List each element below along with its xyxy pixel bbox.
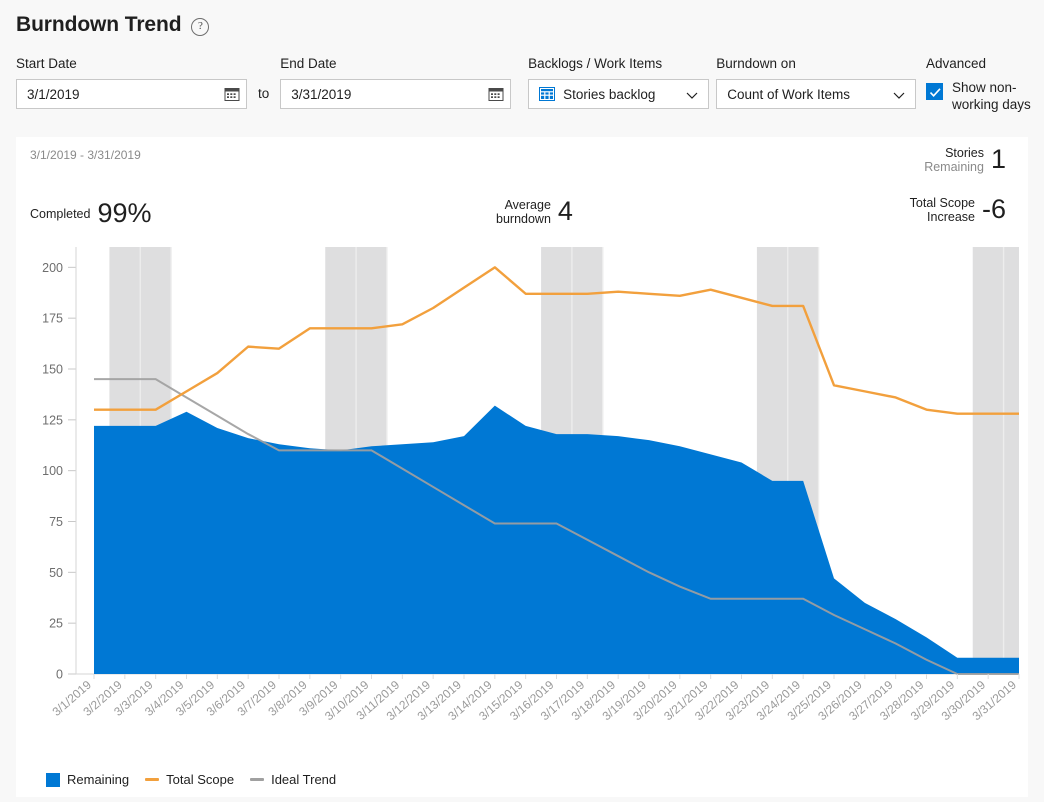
backlog-value: Stories backlog xyxy=(563,86,656,102)
stat-scope-value: -6 xyxy=(981,194,1006,224)
y-axis: 0 25 50 75 100 125 150 175 200 xyxy=(42,247,77,682)
y-axis-tick-label: 175 xyxy=(42,312,63,326)
y-axis-tick-label: 50 xyxy=(49,566,63,580)
end-date-group: End Date 3/31/2019 xyxy=(280,56,512,109)
end-date-label: End Date xyxy=(280,56,337,71)
stat-completed-value: 99% xyxy=(97,198,152,228)
legend-swatch-line-icon xyxy=(145,778,160,781)
question-circle-icon[interactable]: ? xyxy=(191,17,210,36)
start-date-input[interactable]: 3/1/2019 xyxy=(16,79,247,109)
stat-average-burndown: Average burndown 4 xyxy=(496,197,573,226)
backlog-stack-icon xyxy=(539,87,556,101)
advanced-label: Advanced xyxy=(926,56,987,71)
burndown-on-label: Burndown on xyxy=(716,56,796,71)
chart-legend: Remaining Total Scope Ideal Trend xyxy=(46,772,345,787)
stat-stories-label-1: Stories xyxy=(945,145,984,160)
chart-svg: 0 25 50 75 100 125 150 175 200 3/1/20193/2/20193/… xyxy=(42,247,1020,723)
chevron-down-icon[interactable] xyxy=(892,88,905,101)
legend-item-label: Ideal Trend xyxy=(271,772,337,787)
stat-average-label-1: Average xyxy=(504,197,551,212)
y-axis-tick-label: 150 xyxy=(42,363,63,377)
burndown-on-value: Count of Work Items xyxy=(727,86,851,102)
legend-swatch-square-icon xyxy=(46,772,60,787)
series-remaining-area xyxy=(94,405,1019,674)
backlog-select[interactable]: Stories backlog xyxy=(528,79,710,109)
legend-item-label: Remaining xyxy=(67,772,130,787)
burndown-plot: 0 25 50 75 100 125 150 175 200 3/1/2019 3/2/2019 3/… xyxy=(16,237,1028,797)
burndown-on-select[interactable]: Count of Work Items xyxy=(716,79,917,109)
end-date-value: 3/31/2019 xyxy=(291,86,352,102)
y-axis-tick-label: 200 xyxy=(42,261,63,275)
stat-average-label-2: burndown xyxy=(496,211,551,226)
stat-stories-value: 1 xyxy=(990,144,1006,174)
y-axis-tick-label: 75 xyxy=(49,515,63,529)
series-ideal-trend-line xyxy=(94,378,1019,675)
advanced-group: Advanced Show non-working days xyxy=(926,56,1044,112)
start-date-group: Start Date 3/1/2019 xyxy=(16,56,247,109)
show-nonworking-days-checkbox[interactable] xyxy=(926,83,943,100)
end-date-input[interactable]: 3/31/2019 xyxy=(280,79,512,109)
stat-completed: Completed 99% xyxy=(30,199,152,228)
x-axis: 3/1/20193/2/20193/3/20193/4/20193/5/2019… xyxy=(50,674,1020,723)
legend-item-label: Total Scope xyxy=(166,772,235,787)
y-axis-tick-label: 25 xyxy=(49,617,63,631)
legend-item[interactable]: Ideal Trend xyxy=(250,772,336,787)
stat-stories-remaining: Stories Remaining 1 xyxy=(924,145,1006,174)
stat-completed-label: Completed xyxy=(30,206,91,221)
backlog-label: Backlogs / Work Items xyxy=(528,56,663,71)
check-icon xyxy=(929,88,941,97)
page-title: Burndown Trend xyxy=(16,13,182,36)
stat-average-value: 4 xyxy=(557,196,573,226)
show-nonworking-days-row[interactable]: Show non-working days xyxy=(926,79,1044,112)
legend-item[interactable]: Remaining xyxy=(46,772,129,787)
nonworking-day-band xyxy=(972,247,1019,674)
legend-item[interactable]: Total Scope xyxy=(145,772,234,787)
calendar-icon[interactable] xyxy=(224,86,240,102)
backlog-group: Backlogs / Work Items Stories backlog xyxy=(528,56,710,109)
stat-scope-label-2: Increase xyxy=(927,209,975,224)
start-date-label: Start Date xyxy=(16,56,77,71)
show-nonworking-days-label: Show non-working days xyxy=(952,80,1031,112)
stat-stories-label-2: Remaining xyxy=(924,159,984,174)
start-date-value: 3/1/2019 xyxy=(27,86,80,102)
stat-total-scope-increase: Total Scope Increase -6 xyxy=(910,195,1006,224)
page-header: Burndown Trend ? xyxy=(0,0,1044,42)
stat-scope-label-1: Total Scope xyxy=(909,195,975,210)
filter-toolbar: Start Date 3/1/2019 to End Date 3/31/201… xyxy=(0,42,1044,116)
y-axis-tick-label: 0 xyxy=(56,668,63,682)
burndown-on-group: Burndown on Count of Work Items xyxy=(716,56,917,109)
chart-date-range: 3/1/2019 - 3/31/2019 xyxy=(30,148,141,162)
legend-swatch-line-icon xyxy=(250,778,265,781)
y-axis-tick-label: 100 xyxy=(42,464,63,478)
series-total-scope-line xyxy=(94,266,1019,415)
y-axis-tick-label: 125 xyxy=(42,413,63,427)
date-range-separator: to xyxy=(258,86,270,101)
chevron-down-icon[interactable] xyxy=(685,88,698,101)
calendar-icon[interactable] xyxy=(488,86,504,102)
burndown-chart-card: 3/1/2019 - 3/31/2019 Completed 99% Avera… xyxy=(16,137,1028,797)
